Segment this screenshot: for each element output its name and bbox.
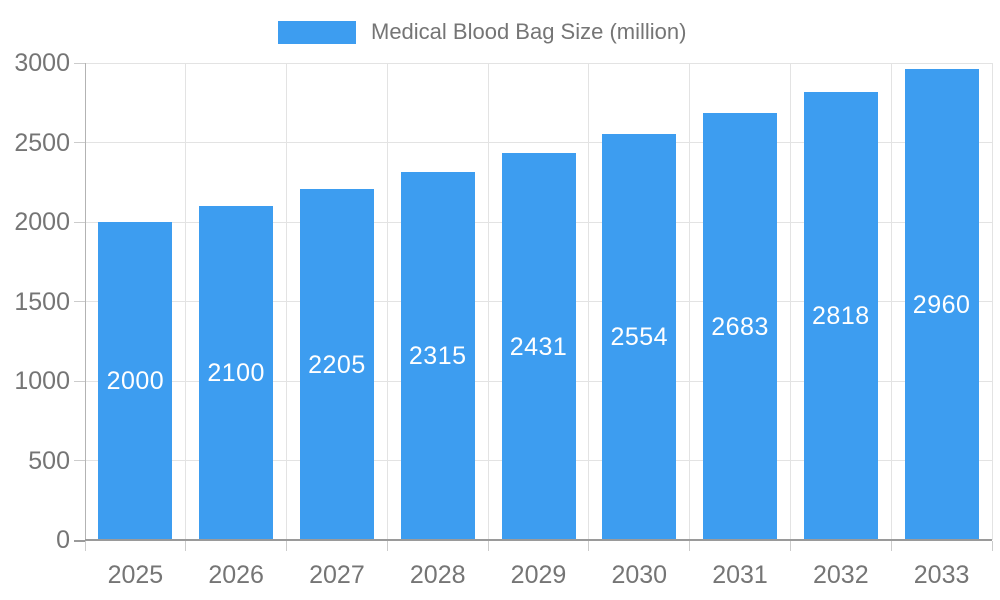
y-axis-tick-label: 1500 bbox=[14, 287, 70, 316]
x-tick bbox=[689, 541, 691, 551]
bar-value-label: 2205 bbox=[308, 350, 366, 379]
legend-item[interactable]: Medical Blood Bag Size (million) bbox=[278, 20, 686, 44]
x-gridline bbox=[789, 63, 791, 540]
x-axis-tick-label: 2028 bbox=[409, 561, 466, 589]
x-axis-tick-label: 2026 bbox=[208, 561, 264, 589]
x-axis-line bbox=[85, 539, 992, 541]
bar-2028[interactable] bbox=[400, 171, 475, 539]
y-gridline bbox=[85, 142, 992, 143]
x-gridline bbox=[185, 63, 187, 540]
x-tick bbox=[487, 541, 489, 551]
bar-value-label: 2000 bbox=[106, 367, 165, 395]
x-gridline bbox=[890, 63, 892, 540]
x-tick bbox=[588, 541, 590, 551]
y-axis-tick-label: 500 bbox=[28, 446, 70, 475]
x-axis-tick-label: 2030 bbox=[611, 561, 668, 589]
x-tick bbox=[991, 541, 993, 551]
bar-2032[interactable] bbox=[803, 91, 878, 539]
x-tick bbox=[84, 541, 86, 551]
x-axis-tick-label: 2032 bbox=[813, 561, 869, 589]
y-tick bbox=[74, 301, 85, 302]
y-axis-tick-label: 0 bbox=[56, 526, 70, 554]
x-axis-tick-label: 2029 bbox=[510, 561, 567, 589]
x-tick bbox=[286, 541, 288, 551]
x-axis-tick-label: 2033 bbox=[913, 561, 970, 589]
x-gridline bbox=[588, 63, 590, 540]
y-axis-tick-label: 3000 bbox=[14, 49, 70, 77]
y-tick bbox=[74, 142, 85, 143]
bar-value-label: 2554 bbox=[610, 322, 669, 351]
bar-2029[interactable] bbox=[501, 153, 576, 539]
y-axis-tick-label: 2500 bbox=[14, 128, 70, 157]
bar-2026[interactable] bbox=[199, 206, 274, 539]
x-tick bbox=[789, 541, 791, 551]
bar-2031[interactable] bbox=[703, 113, 778, 539]
y-tick bbox=[74, 539, 85, 542]
y-axis-line bbox=[85, 63, 86, 540]
bar-value-label: 2818 bbox=[812, 301, 870, 330]
bar-value-label: 2315 bbox=[408, 341, 467, 370]
bar-2027[interactable] bbox=[299, 189, 374, 539]
bar-value-label: 2100 bbox=[207, 359, 265, 388]
bar-2025[interactable] bbox=[98, 222, 173, 539]
bar-value-label: 2960 bbox=[912, 290, 971, 319]
y-gridline bbox=[85, 62, 992, 64]
y-tick bbox=[74, 62, 85, 64]
x-gridline bbox=[286, 63, 288, 540]
bar-2033[interactable] bbox=[904, 69, 979, 539]
x-gridline bbox=[689, 63, 691, 540]
bar-2030[interactable] bbox=[602, 133, 677, 539]
bar-value-label: 2431 bbox=[509, 332, 568, 361]
y-axis-tick-label: 2000 bbox=[14, 208, 70, 236]
x-tick bbox=[386, 541, 388, 551]
x-axis-tick-label: 2027 bbox=[309, 561, 365, 589]
y-tick bbox=[74, 380, 85, 382]
x-gridline bbox=[991, 63, 993, 540]
legend-swatch-icon bbox=[278, 20, 356, 44]
x-axis-tick-label: 2025 bbox=[107, 561, 164, 589]
legend-label: Medical Blood Bag Size (million) bbox=[371, 19, 687, 44]
x-tick bbox=[185, 541, 187, 551]
x-gridline bbox=[487, 63, 489, 540]
y-tick bbox=[74, 221, 85, 223]
y-axis-tick-label: 1000 bbox=[14, 367, 70, 395]
x-gridline bbox=[386, 63, 388, 540]
x-axis-tick-label: 2031 bbox=[712, 561, 768, 589]
x-tick bbox=[890, 541, 892, 551]
y-tick bbox=[74, 460, 85, 461]
bar-value-label: 2683 bbox=[711, 312, 769, 341]
